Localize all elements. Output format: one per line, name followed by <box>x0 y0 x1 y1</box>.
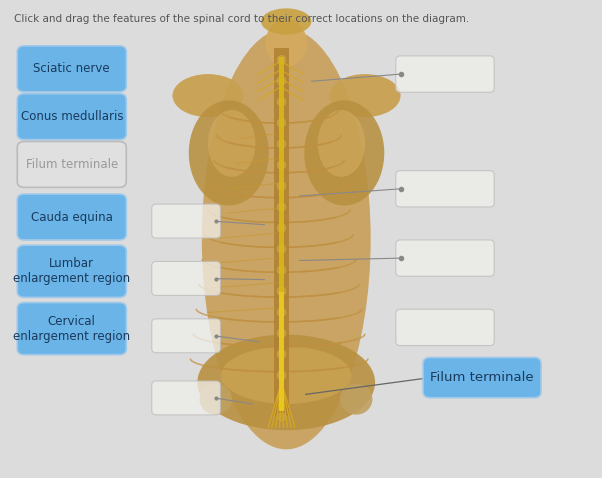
Ellipse shape <box>276 97 287 107</box>
FancyBboxPatch shape <box>152 381 220 415</box>
FancyBboxPatch shape <box>396 240 494 276</box>
Ellipse shape <box>318 110 365 177</box>
Ellipse shape <box>276 307 287 317</box>
FancyBboxPatch shape <box>17 141 126 187</box>
Text: Cauda equina: Cauda equina <box>31 210 113 224</box>
Bar <box>275 48 288 416</box>
FancyBboxPatch shape <box>396 56 494 92</box>
Ellipse shape <box>276 202 287 212</box>
Ellipse shape <box>221 347 352 404</box>
Ellipse shape <box>276 76 287 86</box>
Ellipse shape <box>202 29 371 449</box>
Ellipse shape <box>276 412 287 423</box>
FancyBboxPatch shape <box>423 358 541 398</box>
Ellipse shape <box>208 110 255 177</box>
Ellipse shape <box>276 181 287 191</box>
Ellipse shape <box>340 383 373 414</box>
Ellipse shape <box>276 139 287 149</box>
Ellipse shape <box>276 265 287 275</box>
FancyBboxPatch shape <box>152 204 220 238</box>
Ellipse shape <box>197 335 375 430</box>
Ellipse shape <box>276 223 287 233</box>
FancyBboxPatch shape <box>17 303 126 355</box>
Ellipse shape <box>276 349 287 359</box>
FancyBboxPatch shape <box>152 319 220 353</box>
Ellipse shape <box>329 74 400 117</box>
Ellipse shape <box>173 74 244 117</box>
Ellipse shape <box>199 383 232 414</box>
Ellipse shape <box>189 100 268 206</box>
FancyBboxPatch shape <box>17 94 126 140</box>
Text: Lumbar
enlargement region: Lumbar enlargement region <box>13 257 131 285</box>
Ellipse shape <box>276 244 287 254</box>
FancyBboxPatch shape <box>17 46 126 92</box>
Ellipse shape <box>265 19 307 67</box>
FancyBboxPatch shape <box>17 194 126 240</box>
Text: Conus medullaris: Conus medullaris <box>20 110 123 123</box>
Text: Cervical
enlargement region: Cervical enlargement region <box>13 315 131 343</box>
Ellipse shape <box>276 160 287 170</box>
FancyBboxPatch shape <box>152 261 220 295</box>
Ellipse shape <box>276 370 287 380</box>
FancyBboxPatch shape <box>17 245 126 297</box>
Bar <box>279 57 285 292</box>
Ellipse shape <box>261 9 311 35</box>
Ellipse shape <box>304 100 384 206</box>
Text: Filum terminale: Filum terminale <box>26 158 118 171</box>
Text: Sciatic nerve: Sciatic nerve <box>34 62 110 76</box>
Text: Click and drag the features of the spinal cord to their correct locations on the: Click and drag the features of the spina… <box>14 14 470 24</box>
Text: Filum terminale: Filum terminale <box>430 371 534 384</box>
Ellipse shape <box>276 328 287 338</box>
Ellipse shape <box>276 54 287 65</box>
Ellipse shape <box>276 391 287 402</box>
Ellipse shape <box>276 118 287 128</box>
FancyBboxPatch shape <box>396 171 494 207</box>
FancyBboxPatch shape <box>396 309 494 346</box>
Ellipse shape <box>276 286 287 296</box>
Bar <box>279 292 285 411</box>
